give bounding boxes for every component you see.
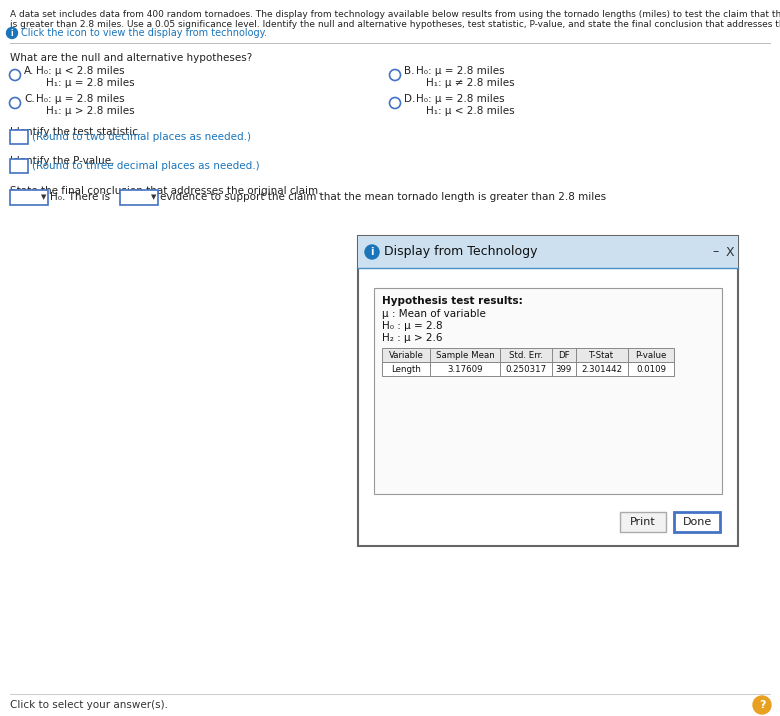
Text: 399: 399 — [556, 364, 572, 374]
Text: Length: Length — [391, 364, 421, 374]
Text: H₁: μ > 2.8 miles: H₁: μ > 2.8 miles — [46, 106, 135, 116]
FancyBboxPatch shape — [358, 236, 738, 268]
Text: Hypothesis test results:: Hypothesis test results: — [382, 296, 523, 306]
Text: Variable: Variable — [388, 351, 424, 359]
Circle shape — [753, 696, 771, 714]
Text: A.: A. — [24, 66, 34, 76]
Text: Click to select your answer(s).: Click to select your answer(s). — [10, 700, 168, 710]
Text: B.: B. — [404, 66, 414, 76]
FancyBboxPatch shape — [674, 512, 720, 532]
Text: What are the null and alternative hypotheses?: What are the null and alternative hypoth… — [10, 53, 252, 63]
Text: Identify the P-value.: Identify the P-value. — [10, 156, 115, 166]
Text: H₀: μ < 2.8 miles: H₀: μ < 2.8 miles — [36, 66, 125, 76]
Text: State the final conclusion that addresses the original claim.: State the final conclusion that addresse… — [10, 186, 321, 196]
Text: Display from Technology: Display from Technology — [384, 246, 537, 258]
Text: i: i — [370, 247, 374, 257]
Text: is greater than 2.8 miles. Use a 0.05 significance level. Identify the null and : is greater than 2.8 miles. Use a 0.05 si… — [10, 20, 780, 29]
Circle shape — [365, 245, 379, 259]
Text: (Round to two decimal places as needed.): (Round to two decimal places as needed.) — [32, 132, 251, 142]
Text: Print: Print — [630, 517, 656, 527]
Text: P-value: P-value — [636, 351, 667, 359]
Text: ▼: ▼ — [41, 195, 47, 200]
FancyBboxPatch shape — [382, 362, 674, 376]
Text: H₀ : μ = 2.8: H₀ : μ = 2.8 — [382, 321, 442, 331]
FancyBboxPatch shape — [382, 348, 674, 362]
FancyBboxPatch shape — [358, 236, 738, 546]
FancyBboxPatch shape — [10, 190, 48, 205]
Text: H₀: μ = 2.8 miles: H₀: μ = 2.8 miles — [416, 94, 505, 104]
Text: H₂ : μ > 2.6: H₂ : μ > 2.6 — [382, 333, 442, 343]
Text: 3.17609: 3.17609 — [447, 364, 483, 374]
Text: 2.301442: 2.301442 — [581, 364, 622, 374]
Text: (Round to three decimal places as needed.): (Round to three decimal places as needed… — [32, 161, 260, 171]
Text: X: X — [725, 246, 734, 258]
Text: H₁: μ ≠ 2.8 miles: H₁: μ ≠ 2.8 miles — [426, 78, 515, 88]
Text: DF: DF — [558, 351, 570, 359]
Text: i: i — [11, 29, 13, 37]
Text: T-Stat: T-Stat — [590, 351, 615, 359]
Text: Std. Err.: Std. Err. — [509, 351, 543, 359]
Circle shape — [6, 27, 17, 39]
Text: ?: ? — [759, 700, 765, 710]
Text: H₀: μ = 2.8 miles: H₀: μ = 2.8 miles — [416, 66, 505, 76]
Text: Click the icon to view the display from technology.: Click the icon to view the display from … — [21, 28, 267, 38]
Text: 0.250317: 0.250317 — [505, 364, 547, 374]
Text: 0.0109: 0.0109 — [636, 364, 666, 374]
FancyBboxPatch shape — [120, 190, 158, 205]
FancyBboxPatch shape — [10, 159, 28, 173]
Text: H₀: μ = 2.8 miles: H₀: μ = 2.8 miles — [36, 94, 125, 104]
Text: H₀. There is: H₀. There is — [50, 193, 110, 203]
Text: A data set includes data from 400 random tornadoes. The display from technology : A data set includes data from 400 random… — [10, 10, 780, 19]
FancyBboxPatch shape — [374, 288, 722, 494]
Text: H₁: μ = 2.8 miles: H₁: μ = 2.8 miles — [46, 78, 135, 88]
Text: μ : Mean of variable: μ : Mean of variable — [382, 309, 486, 319]
Text: Sample Mean: Sample Mean — [435, 351, 495, 359]
Text: evidence to support the claim that the mean tornado length is greater than 2.8 m: evidence to support the claim that the m… — [160, 193, 606, 203]
FancyBboxPatch shape — [10, 130, 28, 144]
Text: ▼: ▼ — [151, 195, 157, 200]
Text: C.: C. — [24, 94, 35, 104]
Text: Identify the test statistic.: Identify the test statistic. — [10, 127, 141, 137]
Text: D.: D. — [404, 94, 416, 104]
Text: H₁: μ < 2.8 miles: H₁: μ < 2.8 miles — [426, 106, 515, 116]
FancyBboxPatch shape — [620, 512, 666, 532]
Text: Done: Done — [682, 517, 711, 527]
Text: –: – — [713, 246, 719, 258]
